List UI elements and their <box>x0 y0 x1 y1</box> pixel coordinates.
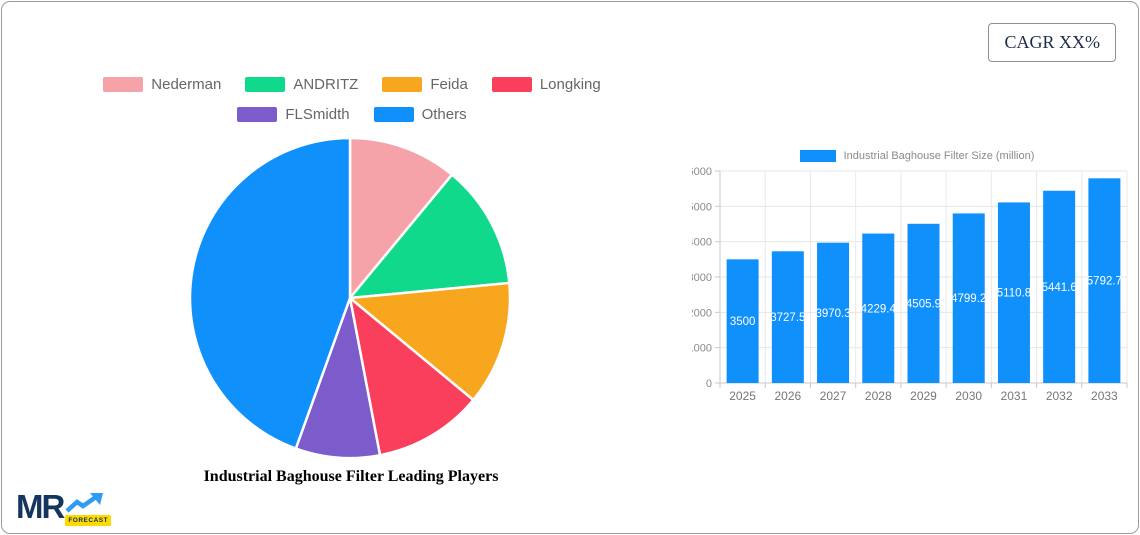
legend-label: ANDRITZ <box>293 76 359 93</box>
y-axis-label: 6000 <box>692 166 712 178</box>
x-axis-label: 2032 <box>1046 389 1073 403</box>
legend-label: Nederman <box>151 76 222 93</box>
y-axis-label: 2000 <box>692 307 712 319</box>
bar-2031[interactable] <box>997 202 1030 383</box>
pie-slice-flsmidth[interactable] <box>294 296 382 460</box>
mr-forecast-logo: MR FORECAST <box>16 488 112 526</box>
bar-2033[interactable] <box>1088 178 1121 383</box>
bar-2026[interactable] <box>771 251 804 383</box>
logo-mr-text: MR <box>16 488 65 525</box>
legend-swatch-icon <box>237 107 278 122</box>
bar-legend-label: Industrial Baghouse Filter Size (million… <box>843 150 1035 162</box>
trend-arrow-icon <box>65 493 104 513</box>
bar-value-label: 4799.2 <box>951 293 986 305</box>
pie-slice-nederman[interactable] <box>348 136 454 300</box>
x-axis-label: 2027 <box>820 389 847 403</box>
y-axis-label: 4000 <box>692 237 712 249</box>
bar-legend-swatch-icon <box>799 150 836 162</box>
pie-slice-others[interactable] <box>188 136 352 450</box>
pie-legend: Nederman ANDRITZ Feida Longking FLSmidth Othe… <box>52 76 652 123</box>
pie-slice-andritz[interactable] <box>348 173 511 300</box>
pie-legend-item-nederman[interactable]: Nederman <box>103 76 221 93</box>
legend-label: Others <box>421 106 467 123</box>
pie-legend-item-flsmidth[interactable]: FLSmidth <box>237 106 350 123</box>
bar-2028[interactable] <box>862 233 895 383</box>
legend-label: FLSmidth <box>285 106 350 123</box>
pie-legend-item-others[interactable]: Others <box>373 106 467 123</box>
legend-swatch-icon <box>245 77 286 92</box>
x-axis-label: 2028 <box>865 389 892 403</box>
legend-swatch-icon <box>103 77 144 92</box>
bar-value-label: 3970.3 <box>815 308 850 320</box>
legend-swatch-icon <box>373 107 414 122</box>
legend-swatch-icon <box>491 77 532 92</box>
y-axis-label: 5000 <box>692 201 712 213</box>
x-axis-label: 2031 <box>1001 389 1028 403</box>
pie-chart <box>188 136 512 460</box>
legend-swatch-icon <box>382 77 423 92</box>
bar-2027[interactable] <box>817 242 850 383</box>
bar-chart: 0 1000 2000 3000 4000 5000 6000 3500 2025 3727.5 2… <box>692 166 1128 403</box>
bar-2029[interactable] <box>907 223 940 383</box>
bar-2025[interactable] <box>726 259 759 383</box>
bar-value-label: 3727.5 <box>770 312 805 324</box>
pie-legend-item-longking[interactable]: Longking <box>491 76 601 93</box>
cagr-badge: CAGR XX% <box>988 23 1116 62</box>
y-axis-label: 3000 <box>692 272 712 284</box>
bar-value-label: 5792.7 <box>1087 276 1122 288</box>
bar-2032[interactable] <box>1043 190 1076 383</box>
pie-legend-item-feida[interactable]: Feida <box>382 76 468 93</box>
x-axis-label: 2026 <box>774 389 801 403</box>
bar-chart-section: 0 1000 2000 3000 4000 5000 6000 3500 2025 3727.5 2… <box>692 143 1140 423</box>
pie-slice-feida[interactable] <box>348 281 512 402</box>
pie-title: Industrial Baghouse Filter Leading Playe… <box>203 468 499 485</box>
logo-forecast-badge: FORECAST <box>65 515 112 526</box>
x-axis-label: 2025 <box>729 389 756 403</box>
bar-2030[interactable] <box>952 213 985 383</box>
bar-value-label: 4505.9 <box>906 298 941 310</box>
x-axis-label: 2030 <box>955 389 982 403</box>
pie-legend-item-andritz[interactable]: ANDRITZ <box>245 76 358 93</box>
x-axis-label: 2029 <box>910 389 937 403</box>
y-axis-label: 1000 <box>692 343 712 355</box>
x-axis-label: 2033 <box>1091 389 1118 403</box>
bar-value-label: 5441.6 <box>1042 282 1077 294</box>
bar-value-label: 3500 <box>730 316 756 328</box>
bar-value-label: 4229.4 <box>861 303 897 315</box>
bar-chart-legend-item[interactable]: Industrial Baghouse Filter Size (million… <box>692 150 1140 162</box>
bar-value-label: 5110.8 <box>997 288 1031 300</box>
legend-label: Longking <box>539 76 601 93</box>
y-axis-label: 0 <box>706 378 712 390</box>
legend-label: Feida <box>430 76 468 93</box>
pie-slice-longking[interactable] <box>348 296 475 457</box>
